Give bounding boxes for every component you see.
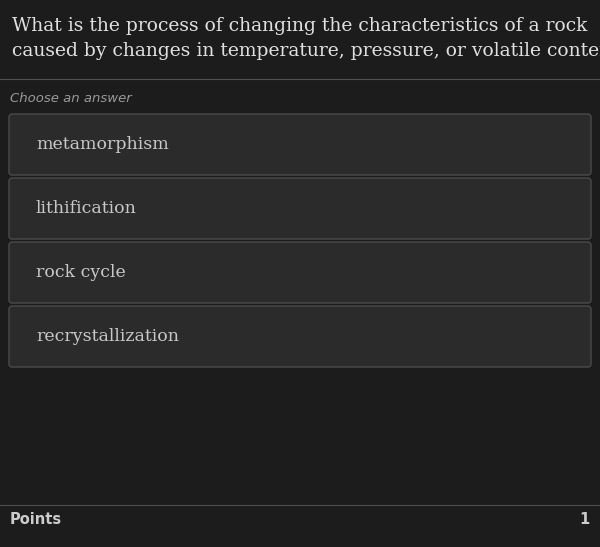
Text: Choose an answer: Choose an answer bbox=[10, 92, 132, 105]
Text: recrystallization: recrystallization bbox=[36, 328, 179, 345]
FancyBboxPatch shape bbox=[9, 306, 591, 367]
FancyBboxPatch shape bbox=[9, 242, 591, 303]
Text: rock cycle: rock cycle bbox=[36, 264, 126, 281]
Text: 1: 1 bbox=[580, 511, 590, 527]
Text: lithification: lithification bbox=[36, 200, 137, 217]
FancyBboxPatch shape bbox=[9, 114, 591, 175]
Text: caused by changes in temperature, pressure, or volatile content?: caused by changes in temperature, pressu… bbox=[12, 42, 600, 60]
FancyBboxPatch shape bbox=[9, 178, 591, 239]
Text: Points: Points bbox=[10, 511, 62, 527]
Text: metamorphism: metamorphism bbox=[36, 136, 169, 153]
Text: What is the process of changing the characteristics of a rock: What is the process of changing the char… bbox=[12, 17, 587, 35]
